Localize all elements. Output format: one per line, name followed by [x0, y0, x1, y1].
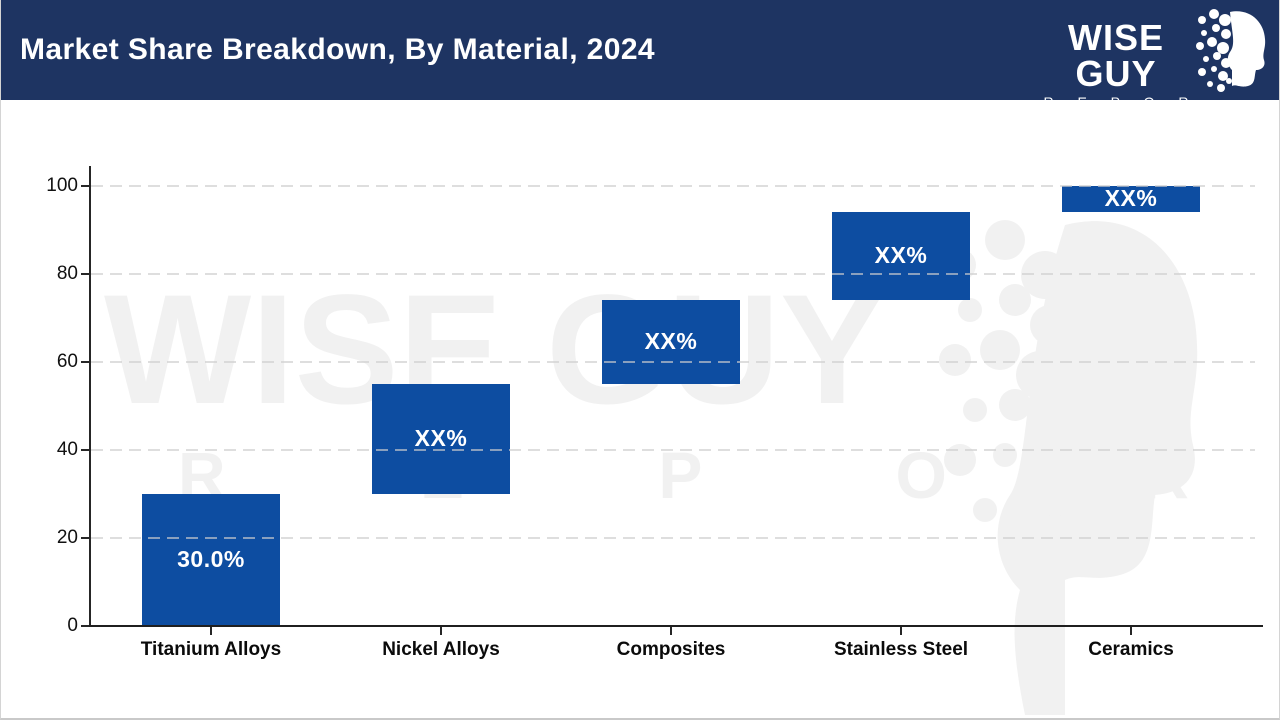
- chart-region: 0 20 40 60 80 100 30.0% Titanium Alloys XX% Nicke…: [0, 100, 1280, 720]
- x-category-label-ceramics: Ceramics: [1088, 639, 1174, 660]
- x-tick-mark-titanium-alloys: [210, 627, 212, 635]
- y-tick-label-100: 100: [46, 175, 78, 196]
- x-axis-line: [89, 625, 1263, 627]
- y-tick-mark-100: [81, 185, 89, 187]
- y-tick-mark-20: [81, 537, 89, 539]
- y-tick-mark-80: [81, 273, 89, 275]
- y-axis-spine: [89, 166, 91, 627]
- y-tick-label-60: 60: [56, 351, 78, 372]
- page-title: Market Share Breakdown, By Material, 202…: [20, 33, 656, 66]
- bar-label-stainless-steel: XX%: [874, 242, 928, 269]
- gridline-40: [91, 449, 1255, 451]
- bar-composites: [602, 300, 740, 384]
- header-bar: Market Share Breakdown, By Material, 202…: [0, 0, 1280, 123]
- y-tick-mark-0: [81, 625, 89, 627]
- x-category-label-titanium-alloys: Titanium Alloys: [140, 639, 282, 660]
- bar-label-composites: XX%: [644, 328, 698, 355]
- wiseguy-face-logo-icon: [1196, 9, 1266, 92]
- gridline-20: [91, 537, 1255, 539]
- x-tick-mark-nickel-alloys: [440, 627, 442, 635]
- x-tick-mark-composites: [670, 627, 672, 635]
- bar-label-nickel-alloys: XX%: [414, 425, 468, 451]
- gridline-100: [91, 185, 1255, 187]
- logo-subtitle: R E P O R T S: [1043, 94, 1199, 124]
- x-category-label-nickel-alloys: Nickel Alloys: [382, 639, 500, 660]
- bar-label-ceramics: XX%: [1104, 185, 1158, 212]
- wiseguy-logo: WISE GUY R E P O R T S: [1030, 4, 1270, 123]
- y-tick-label-80: 80: [56, 263, 78, 284]
- bar-ceramics: [1062, 186, 1200, 213]
- y-tick-label-0: 0: [67, 615, 78, 636]
- x-category-label-composites: Composites: [616, 639, 726, 660]
- gridline-80: [91, 273, 1255, 275]
- logo-wordmark: WISE GUY: [1067, 17, 1164, 94]
- bar-nickel-alloys: [372, 384, 510, 494]
- gridline-60: [91, 361, 1255, 363]
- y-tick-mark-40: [81, 449, 89, 451]
- y-tick-mark-60: [81, 361, 89, 363]
- y-tick-label-20: 20: [56, 527, 78, 548]
- x-category-label-stainless-steel: Stainless Steel: [833, 639, 969, 660]
- bar-titanium-alloys: [142, 494, 280, 626]
- x-tick-mark-ceramics: [1130, 627, 1132, 635]
- x-tick-mark-stainless-steel: [900, 627, 902, 635]
- y-tick-label-40: 40: [56, 439, 78, 460]
- bar-stainless-steel: [832, 212, 970, 301]
- bar-label-titanium-alloys: 30.0%: [177, 546, 245, 572]
